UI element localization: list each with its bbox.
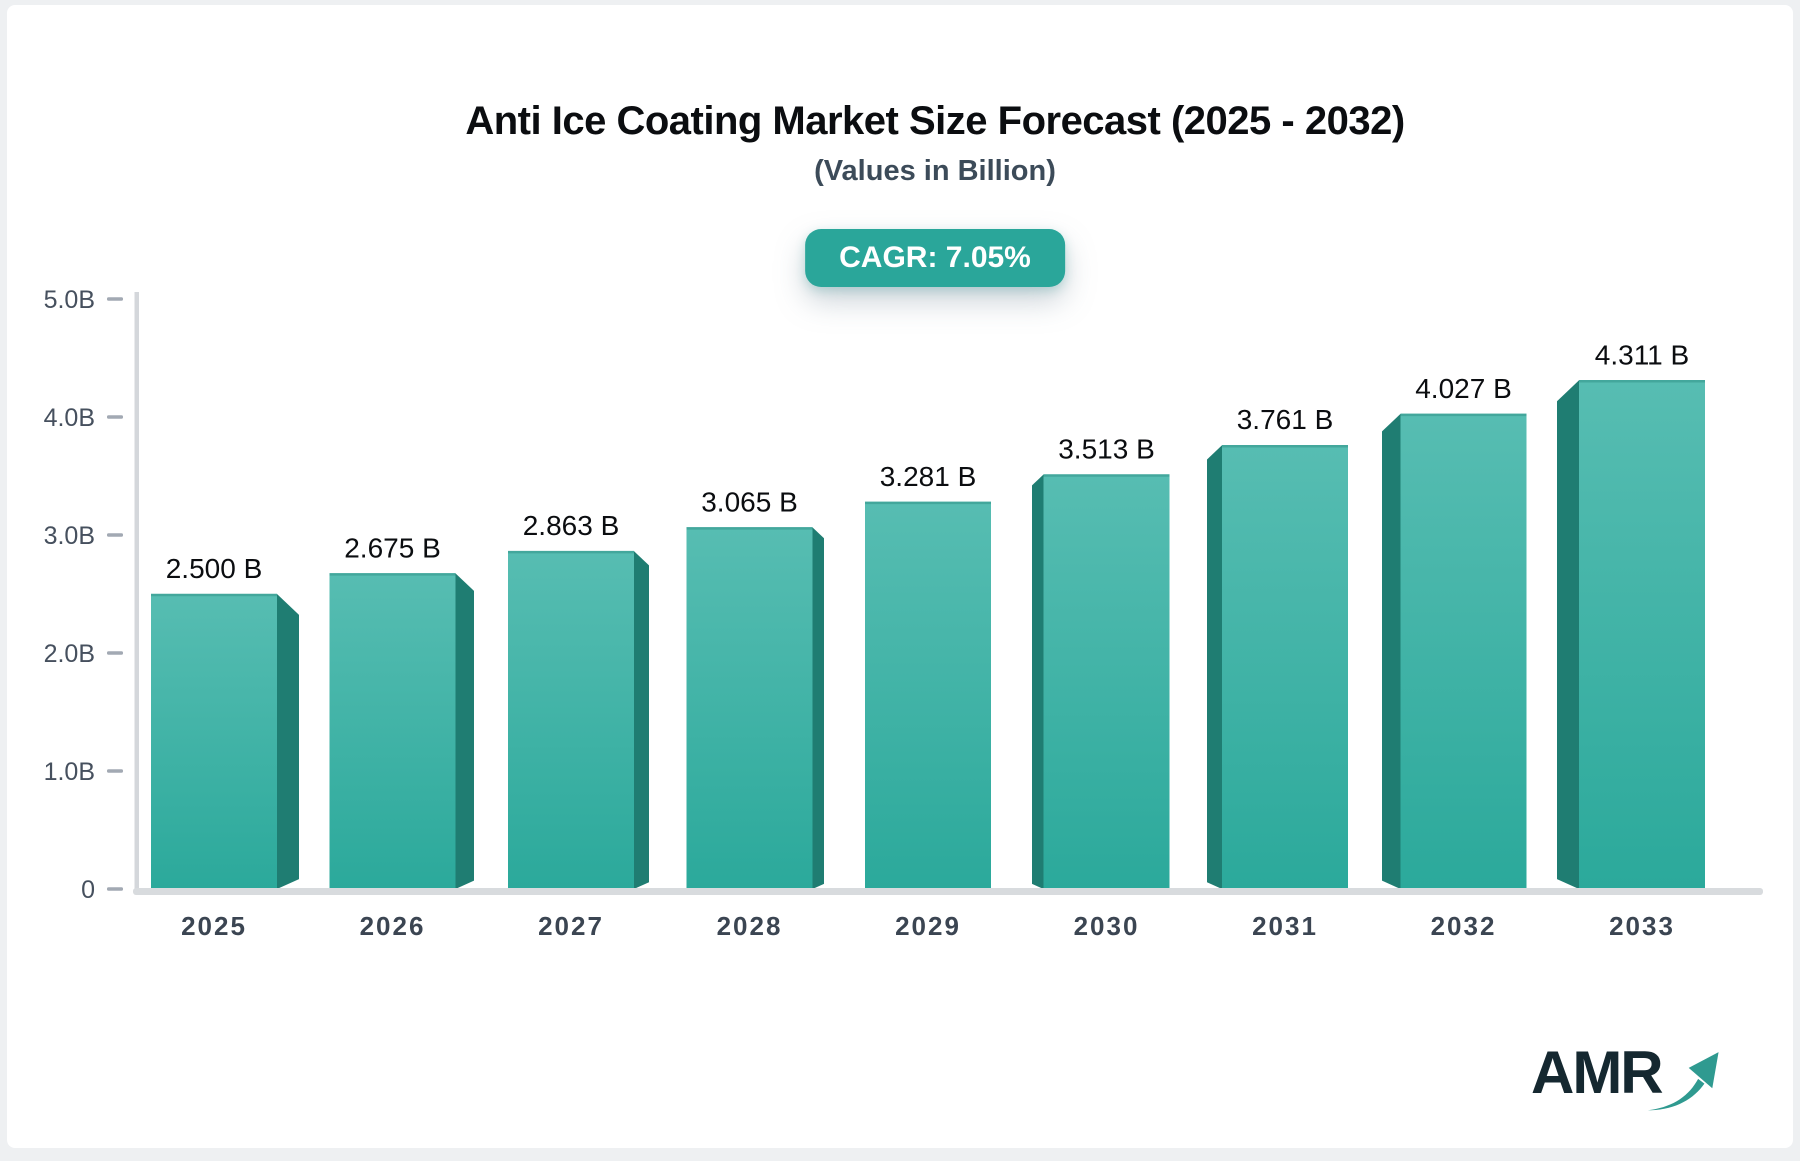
bar-2025: 2.500 B 2025 [151,553,299,941]
x-tick-label-2033: 2033 [1609,911,1675,941]
value-label-2030: 3.513 B [1058,433,1155,464]
bar-2029: 3.281 B 2029 [865,461,991,941]
amr-logo: AMR [1531,1043,1730,1115]
bar-side-2030 [1032,474,1044,889]
bar-face-2031 [1222,445,1348,889]
value-label-2029: 3.281 B [880,461,977,492]
bar-2027: 2.863 B 2027 [508,510,649,941]
x-tick-label-2025: 2025 [181,911,247,941]
value-label-2027: 2.863 B [523,510,620,541]
value-label-2031: 3.761 B [1237,404,1334,435]
x-tick-label-2027: 2027 [538,911,604,941]
bar-2030: 3.513 B 2030 [1032,433,1170,941]
x-tick-label-2031: 2031 [1252,911,1318,941]
x-axis-baseline [133,888,1763,895]
y-tick-label-4.0B: 4.0B [44,404,95,432]
value-label-2033: 4.311 B [1595,339,1689,370]
x-tick-label-2032: 2032 [1431,911,1497,941]
bar-face-2025 [151,594,277,889]
y-tick-3 [107,651,123,655]
bar-face-2030 [1044,474,1170,889]
bar-face-2029 [865,502,991,889]
y-tick-4 [107,769,123,773]
y-axis-line [135,292,140,892]
bar-face-2033 [1579,380,1705,889]
x-tick-label-2026: 2026 [360,911,426,941]
x-tick-label-2029: 2029 [895,911,961,941]
bar-2031: 3.761 B 2031 [1207,404,1348,941]
bar-face-2026 [330,573,456,889]
bar-2026: 2.675 B 2026 [330,532,475,941]
value-label-2026: 2.675 B [344,532,441,563]
bar-side-2033 [1557,380,1579,889]
x-tick-label-2028: 2028 [717,911,783,941]
bar-side-2026 [456,573,475,889]
y-tick-1 [107,415,123,419]
value-label-2025: 2.500 B [166,553,263,584]
value-label-2028: 3.065 B [701,486,798,517]
y-tick-0 [107,297,123,301]
bar-face-2027 [508,551,634,889]
y-tick-5 [107,887,123,891]
x-tick-label-2030: 2030 [1074,911,1140,941]
y-tick-label-1.0B: 1.0B [44,758,95,786]
trend-arrow-icon [1638,1049,1730,1115]
bar-2028: 3.065 B 2028 [687,486,825,941]
bar-side-2025 [277,594,299,889]
bar-side-2028 [813,527,825,889]
bar-face-2032 [1401,414,1527,889]
bar-2032: 4.027 B 2032 [1382,373,1527,941]
value-label-2032: 4.027 B [1415,373,1512,404]
bar-side-2027 [634,551,649,889]
y-tick-label-3.0B: 3.0B [44,522,95,550]
chart-card: Anti Ice Coating Market Size Forecast (2… [7,5,1793,1148]
y-tick-label-0: 0 [81,876,95,904]
y-tick-label-5.0B: 5.0B [44,286,95,314]
y-tick-label-2.0B: 2.0B [44,640,95,668]
bar-side-2032 [1382,414,1401,889]
bar-2033: 4.311 B 2033 [1557,339,1705,941]
bar-side-2031 [1207,445,1222,889]
y-tick-2 [107,533,123,537]
bar-face-2028 [687,527,813,889]
